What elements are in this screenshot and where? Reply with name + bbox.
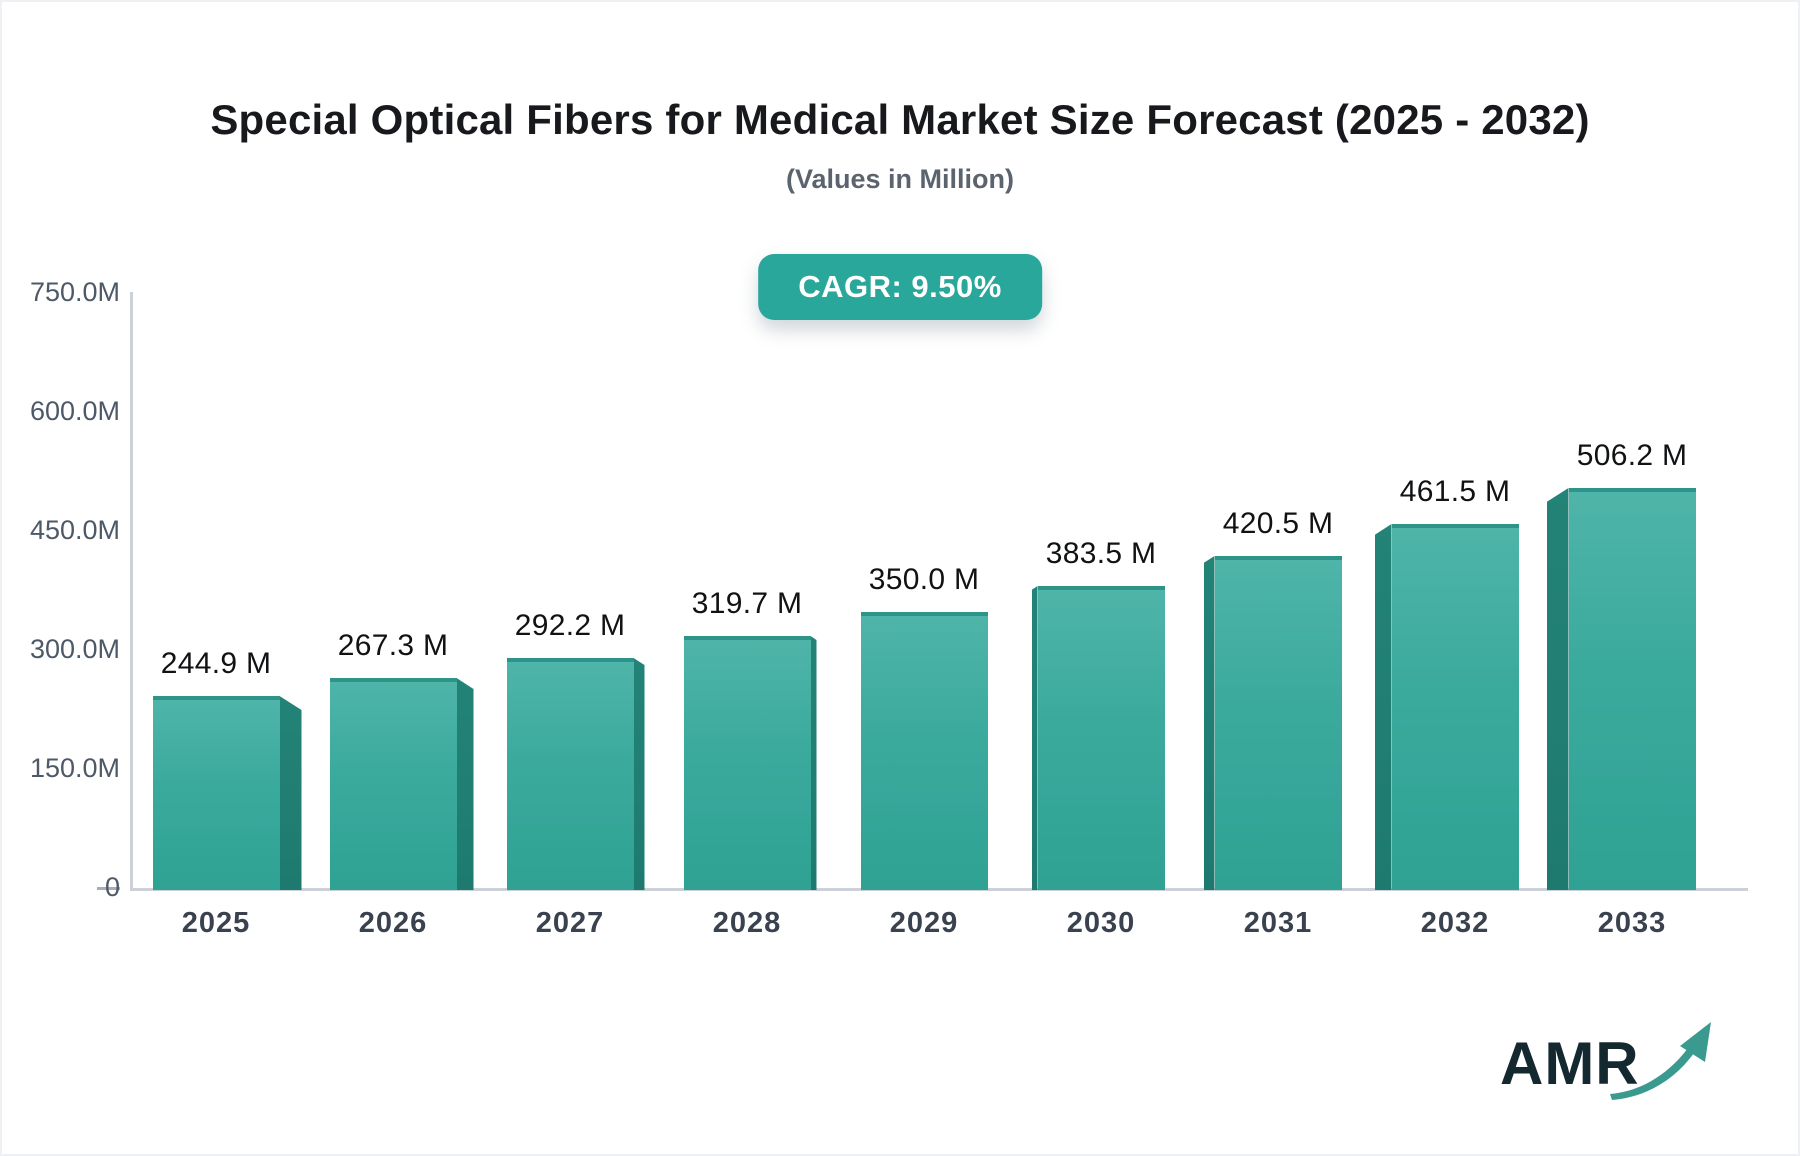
y-axis-line bbox=[130, 292, 133, 891]
x-tick-label: 2032 bbox=[1420, 907, 1490, 939]
bar-side bbox=[279, 696, 302, 890]
bar-value-label: 244.9 M bbox=[160, 647, 272, 680]
y-tick-label: 750.0M bbox=[29, 277, 120, 307]
bar-value-label: 267.3 M bbox=[337, 629, 449, 662]
x-tick-label: 2025 bbox=[181, 907, 251, 939]
bar-front bbox=[329, 678, 457, 890]
bar-2030 bbox=[1031, 586, 1165, 890]
amr-logo-text: AMR bbox=[1500, 1030, 1640, 1097]
bar-front bbox=[1037, 586, 1165, 890]
bar-front bbox=[1214, 556, 1342, 890]
bar-2029 bbox=[860, 612, 988, 890]
x-tick-label: 2027 bbox=[535, 907, 605, 939]
bar-2026 bbox=[329, 678, 474, 890]
bar-value-label: 506.2 M bbox=[1576, 439, 1688, 472]
bar-value-label: 461.5 M bbox=[1399, 475, 1511, 508]
bar-front bbox=[506, 658, 634, 890]
bar-front bbox=[683, 636, 811, 890]
bar-value-label: 383.5 M bbox=[1045, 537, 1157, 570]
y-tick-label: 450.0M bbox=[29, 515, 120, 545]
y-tick-label: 300.0M bbox=[29, 634, 120, 664]
x-tick-label: 2029 bbox=[889, 907, 959, 939]
bar-front bbox=[1568, 488, 1696, 890]
y-tick-label: 0 bbox=[104, 872, 120, 902]
bar-side bbox=[1546, 488, 1569, 890]
bar-2031 bbox=[1203, 556, 1342, 890]
bar-side bbox=[1203, 556, 1215, 890]
zero-tick-mark bbox=[97, 887, 120, 890]
y-tick-label: 600.0M bbox=[29, 396, 120, 426]
y-tick-label: 150.0M bbox=[29, 753, 120, 783]
bar-side bbox=[1374, 524, 1392, 890]
x-tick-label: 2026 bbox=[358, 907, 428, 939]
bar-2032 bbox=[1374, 524, 1519, 890]
cagr-badge: CAGR: 9.50% bbox=[758, 254, 1042, 320]
bar-side bbox=[1031, 586, 1038, 890]
bar-2025 bbox=[152, 696, 302, 890]
trend-up-arrow-icon bbox=[1610, 1022, 1711, 1100]
bar-front bbox=[1391, 524, 1519, 890]
x-tick-label: 2028 bbox=[712, 907, 782, 939]
amr-logo: AMR bbox=[1500, 1018, 1711, 1104]
bar-side bbox=[633, 658, 645, 890]
chart-title: Special Optical Fibers for Medical Marke… bbox=[210, 96, 1590, 143]
bar-value-label: 420.5 M bbox=[1222, 507, 1334, 540]
x-tick-label: 2031 bbox=[1243, 907, 1313, 939]
bar-side bbox=[810, 636, 817, 890]
bar-2028 bbox=[683, 636, 817, 890]
bar-side bbox=[456, 678, 474, 890]
x-tick-label: 2033 bbox=[1597, 907, 1667, 939]
bar-value-label: 292.2 M bbox=[514, 609, 626, 642]
bar-value-label: 350.0 M bbox=[868, 563, 980, 596]
x-tick-label: 2030 bbox=[1066, 907, 1136, 939]
bar-front bbox=[860, 612, 988, 890]
bar-front bbox=[152, 696, 280, 890]
bar-2033 bbox=[1546, 488, 1696, 890]
bar-value-label: 319.7 M bbox=[691, 587, 803, 620]
bar-2027 bbox=[506, 658, 645, 890]
chart-subtitle: (Values in Million) bbox=[785, 164, 1015, 194]
